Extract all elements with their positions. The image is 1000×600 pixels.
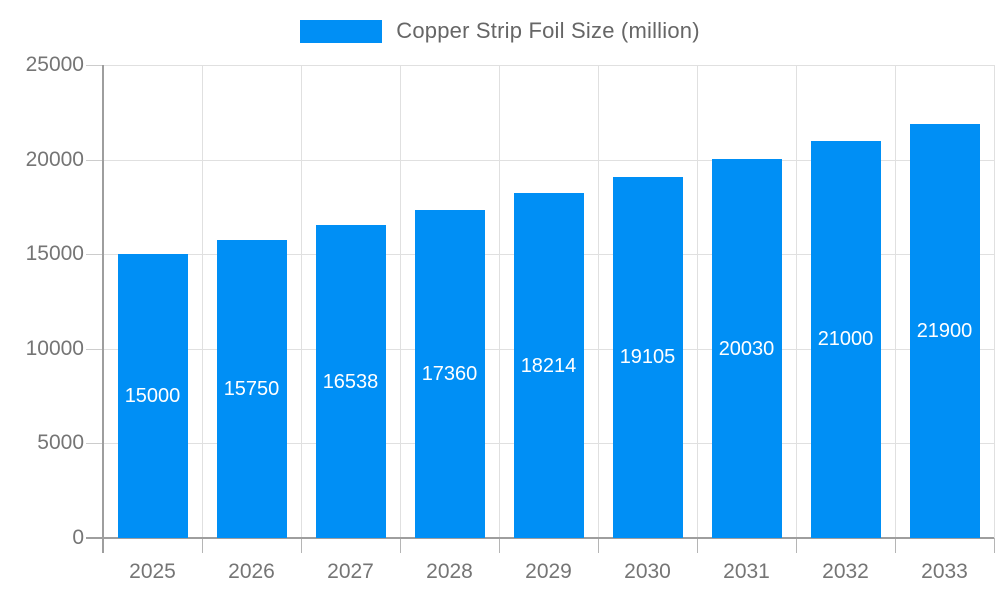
legend-swatch xyxy=(300,19,383,43)
x-axis-label: 2028 xyxy=(426,560,473,583)
x-axis-tick xyxy=(598,538,599,553)
x-axis-label: 2027 xyxy=(327,560,374,583)
bar-value-label: 18214 xyxy=(520,355,577,377)
bar-value-label: 19105 xyxy=(619,346,676,368)
bar-value-label: 17360 xyxy=(421,363,478,385)
y-axis-label: 25000 xyxy=(25,53,84,76)
gridline-horizontal xyxy=(103,160,994,161)
x-axis-tick xyxy=(895,538,896,553)
gridline-vertical xyxy=(301,65,302,538)
y-axis-label: 15000 xyxy=(25,242,84,265)
chart-legend: Copper Strip Foil Size (million) xyxy=(0,18,1000,44)
x-axis-tick xyxy=(202,538,203,553)
gridline-vertical xyxy=(598,65,599,538)
legend-item-copper-strip-foil-size[interactable]: Copper Strip Foil Size (million) xyxy=(300,18,700,44)
bar xyxy=(712,159,782,538)
y-axis-label: 5000 xyxy=(37,431,84,454)
x-axis-tick xyxy=(796,538,797,553)
gridline-vertical xyxy=(994,65,995,538)
bar xyxy=(415,210,485,538)
legend-label: Copper Strip Foil Size (million) xyxy=(396,18,700,43)
y-axis-label: 0 xyxy=(72,526,84,549)
x-axis-label: 2025 xyxy=(129,560,176,583)
y-axis-label: 10000 xyxy=(25,337,84,360)
gridline-vertical xyxy=(895,65,896,538)
bar xyxy=(613,177,683,538)
x-axis-tick xyxy=(697,538,698,553)
bar xyxy=(910,124,980,538)
bar-value-label: 21000 xyxy=(817,328,874,350)
bar-value-label: 15000 xyxy=(124,385,181,407)
bar xyxy=(316,225,386,538)
gridline-vertical xyxy=(796,65,797,538)
bar xyxy=(811,141,881,538)
x-axis-label: 2031 xyxy=(723,560,770,583)
bar-value-label: 21900 xyxy=(916,320,973,342)
bar xyxy=(514,193,584,538)
bar-value-label: 16538 xyxy=(322,371,379,393)
gridline-vertical xyxy=(499,65,500,538)
x-axis-tick xyxy=(499,538,500,553)
y-axis-label: 20000 xyxy=(25,148,84,171)
bar xyxy=(118,254,188,538)
y-axis-tick xyxy=(86,160,103,161)
y-axis-tick xyxy=(86,254,103,255)
x-axis-label: 2029 xyxy=(525,560,572,583)
gridline-horizontal xyxy=(103,65,994,66)
x-axis-tick xyxy=(400,538,401,553)
gridline-vertical xyxy=(202,65,203,538)
y-axis-tick xyxy=(86,349,103,350)
x-axis-label: 2033 xyxy=(921,560,968,583)
x-axis-line xyxy=(86,537,994,539)
x-axis-label: 2026 xyxy=(228,560,275,583)
x-axis-label: 2030 xyxy=(624,560,671,583)
y-axis-tick xyxy=(86,65,103,66)
x-axis-tick xyxy=(994,538,995,553)
y-axis-tick xyxy=(86,443,103,444)
x-axis-label: 2032 xyxy=(822,560,869,583)
x-axis-tick xyxy=(301,538,302,553)
y-axis-line xyxy=(102,65,104,553)
bar-value-label: 15750 xyxy=(223,378,280,400)
gridline-vertical xyxy=(697,65,698,538)
bar xyxy=(217,240,287,538)
bar-value-label: 20030 xyxy=(718,338,775,360)
gridline-vertical xyxy=(400,65,401,538)
